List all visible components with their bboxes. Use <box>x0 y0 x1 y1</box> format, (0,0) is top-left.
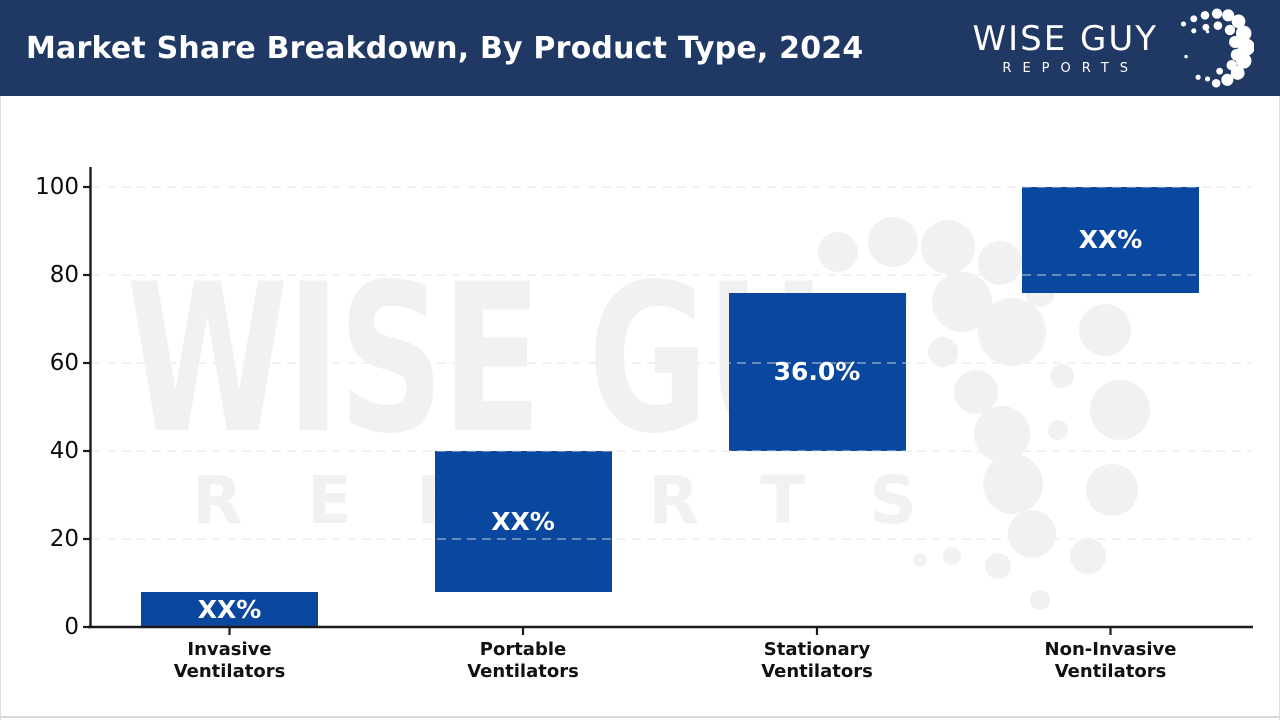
left-border <box>0 96 1 720</box>
brand-logo: WISE GUY REPORTS <box>972 5 1254 91</box>
logo-wordmark: WISE GUY <box>972 18 1158 59</box>
bar-value-label: XX% <box>1078 225 1143 255</box>
y-tick-label-0: 0 <box>64 614 79 640</box>
y-tick-label-60: 60 <box>49 350 79 376</box>
logo-text: WISE GUY REPORTS <box>972 22 1158 75</box>
bar-value-label: XX% <box>197 594 262 624</box>
bar-non-invasive-ventilators: XX% <box>1022 187 1199 293</box>
logo-face-icon <box>1180 8 1254 88</box>
bar-invasive-ventilators: XX% <box>141 591 318 627</box>
y-tick-label-40: 40 <box>49 438 79 464</box>
bottom-border <box>0 716 1280 718</box>
bar-value-label: XX% <box>491 506 555 536</box>
page-title: Market Share Breakdown, By Product Type,… <box>26 30 864 66</box>
x-tick-label-1: Portable Ventilators <box>467 639 579 682</box>
x-tick-label-0: Invasive Ventilators <box>173 639 286 682</box>
x-tick-label-3: Non-Invasive Ventilators <box>1044 639 1177 682</box>
bar-portable-ventilators: XX% <box>434 451 612 592</box>
y-tick-label-100: 100 <box>35 174 79 200</box>
logo-subtext: REPORTS <box>1002 60 1140 76</box>
header-banner: Market Share Breakdown, By Product Type,… <box>0 0 1280 96</box>
watermark-text: WISE GU <box>126 241 826 479</box>
bar-value-label: 36.0% <box>773 357 861 387</box>
y-tick-label-80: 80 <box>49 262 79 288</box>
bar-stationary-ventilators: 36.0% <box>728 292 906 451</box>
x-tick-label-2: Stationary Ventilators <box>761 639 873 682</box>
y-tick-label-20: 20 <box>49 526 79 552</box>
